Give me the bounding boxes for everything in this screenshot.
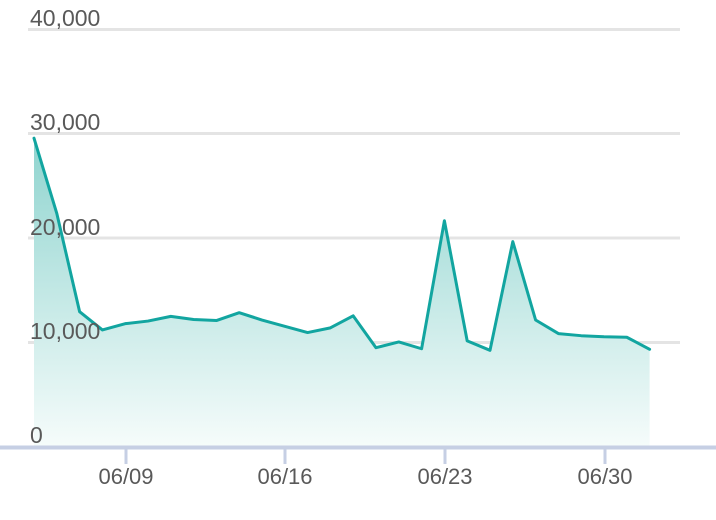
y-tick-label-20000: 20,000 [30, 214, 100, 240]
area-fill-path [34, 138, 650, 448]
y-tick-labels: 40,000 30,000 20,000 10,000 0 [30, 5, 100, 448]
x-tick-label-0609: 06/09 [98, 464, 153, 489]
x-axis-line-group [0, 445, 716, 464]
y-tick-label-30000: 30,000 [30, 109, 100, 135]
x-tick-label-0623: 06/23 [417, 464, 472, 489]
y-tick-label-40000: 40,000 [30, 5, 100, 31]
gridlines [28, 28, 680, 344]
y-tick-label-0: 0 [30, 422, 43, 448]
series-line-path [32, 136, 652, 352]
x-tick-label-0616: 06/16 [257, 464, 312, 489]
x-tick-labels: 06/09 06/16 06/23 06/30 [98, 464, 632, 489]
y-tick-label-10000: 10,000 [30, 318, 100, 344]
x-tick-label-0630: 06/30 [577, 464, 632, 489]
series-area [32, 136, 652, 448]
